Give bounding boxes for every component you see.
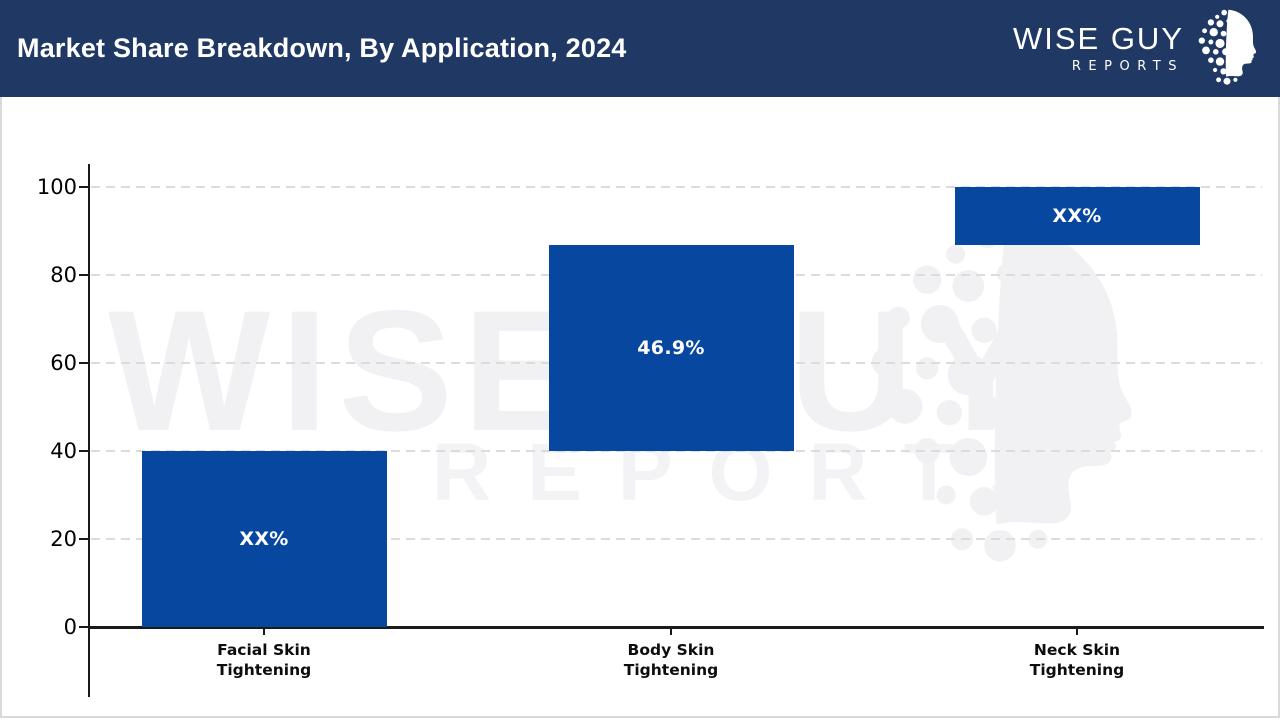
y-tick-40: [79, 450, 89, 452]
category-label-line: Facial Skin: [217, 641, 311, 659]
category-label-3: Neck Skin Tightening: [947, 640, 1207, 680]
page-title: Market Share Breakdown, By Application, …: [17, 33, 627, 63]
y-tick-0: [79, 626, 89, 628]
gridline-20: [91, 538, 1262, 540]
y-tick-label-100: 100: [36, 175, 77, 199]
category-label-line: Tightening: [623, 661, 719, 679]
page-border-left: [0, 97, 2, 717]
category-label-line: Tightening: [1029, 661, 1125, 679]
gridline-100: [91, 186, 1262, 188]
y-tick-100: [79, 186, 89, 188]
bar-value-label: XX%: [1052, 204, 1102, 227]
category-label-line: Tightening: [216, 661, 312, 679]
bar-value-label: XX%: [239, 528, 289, 550]
category-label-line: Neck Skin: [1033, 641, 1121, 659]
bar-3: XX%: [954, 187, 1200, 245]
logo-subtitle: REPORTS: [1071, 59, 1184, 74]
y-tick-label-0: 0: [63, 615, 77, 639]
logo-wordmark: WISE GUY: [1012, 21, 1184, 56]
logo-text: WISE GUY REPORTS: [1013, 22, 1184, 76]
y-tick-label-60: 60: [50, 351, 77, 375]
category-label-1: Facial Skin Tightening: [134, 640, 394, 680]
y-tick-60: [79, 362, 89, 364]
x-tick-3: [1076, 627, 1078, 635]
bar-2: 46.9%: [548, 244, 794, 451]
y-tick-80: [79, 274, 89, 276]
y-axis-spine: [88, 164, 90, 697]
watermark-face-icon: [871, 222, 1132, 562]
logo: WISE GUY REPORTS: [1013, 6, 1266, 92]
bar-value-label: 46.9%: [637, 336, 705, 359]
x-tick-1: [263, 627, 265, 635]
bar-1: XX%: [141, 451, 387, 627]
x-axis-spine: [88, 626, 1264, 629]
bar-chart: 0 20 40 60 80 100 XX% Facial Skin Tightening 46.9…: [0, 97, 1280, 717]
logo-face-icon: [1198, 9, 1257, 85]
page-border-right: [1278, 97, 1280, 717]
y-tick-label-80: 80: [50, 263, 77, 287]
y-tick-20: [79, 538, 89, 540]
gridline-40: [91, 450, 1262, 452]
y-tick-label-20: 20: [50, 527, 77, 551]
header-bar: Market Share Breakdown, By Application, …: [0, 0, 1280, 97]
y-tick-label-40: 40: [50, 439, 77, 463]
category-label-2: Body Skin Tightening: [541, 640, 801, 680]
x-tick-2: [670, 627, 672, 635]
category-label-line: Body Skin: [627, 641, 715, 659]
page-border-bottom: [0, 716, 1280, 718]
